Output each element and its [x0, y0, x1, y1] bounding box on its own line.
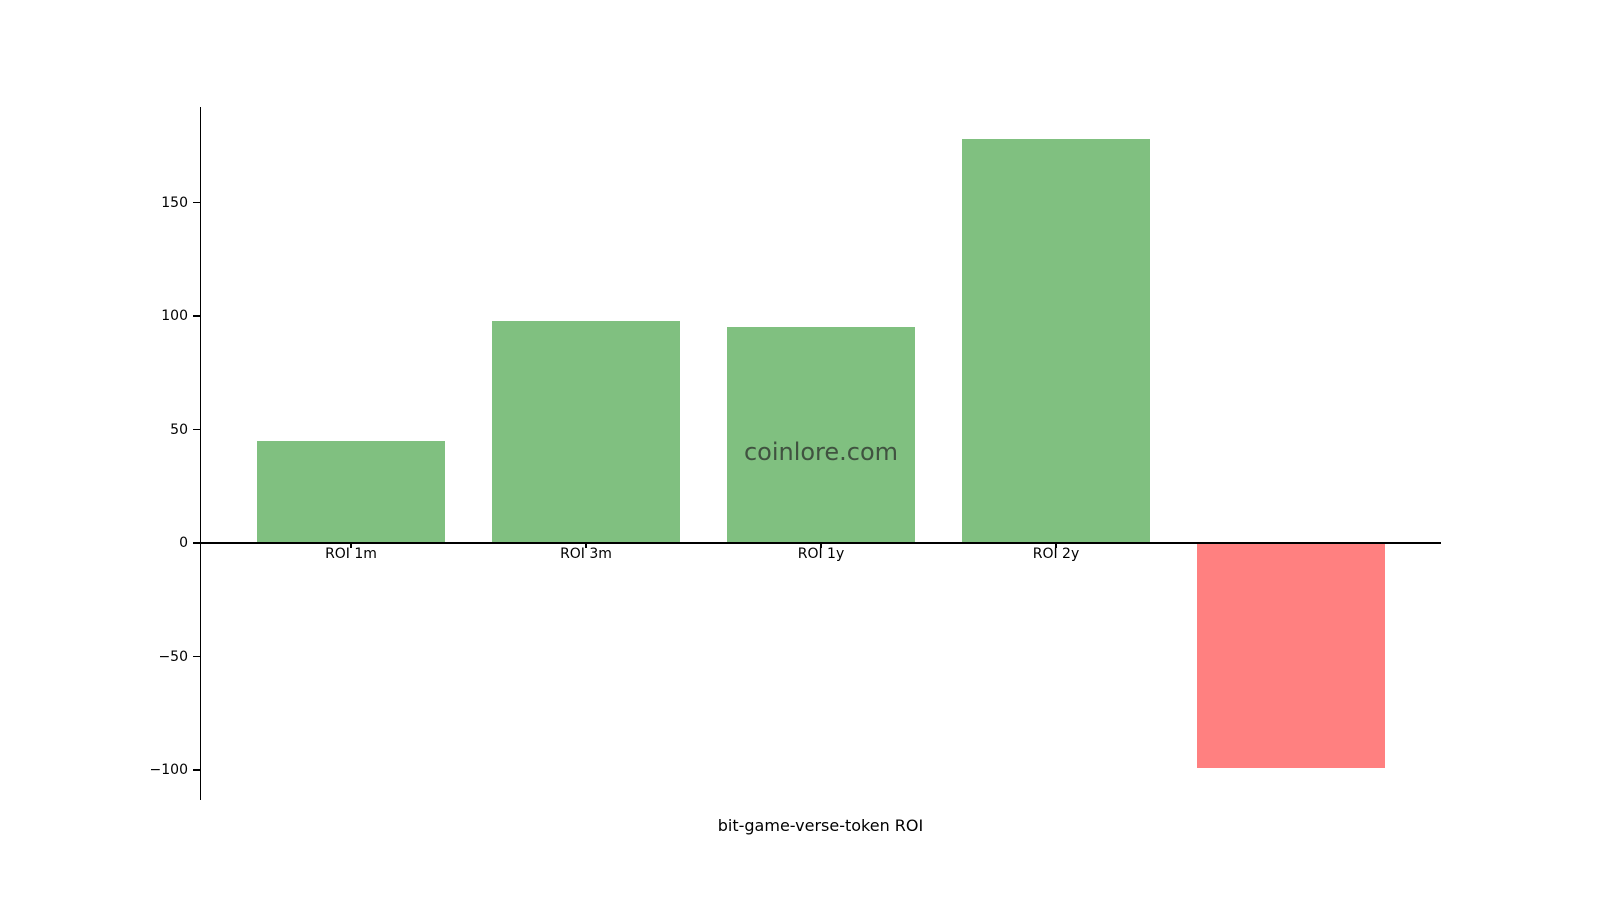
x-tick-label-roi-3m: ROI 3m — [560, 546, 612, 562]
y-tick-label: −100 — [149, 762, 188, 778]
x-tick-label-roi-1y: ROI 1y — [797, 546, 845, 562]
y-tick-mark — [193, 201, 200, 204]
bar-roi-2y — [962, 138, 1150, 543]
y-axis-spine — [200, 107, 202, 800]
y-tick-mark — [193, 428, 200, 431]
y-tick-label: 0 — [179, 535, 188, 551]
x-axis-line — [200, 542, 1441, 544]
x-tick-label-roi-2y: ROI 2y — [1032, 546, 1080, 562]
y-tick-label: 150 — [161, 194, 188, 211]
y-tick-mark — [193, 315, 200, 317]
y-tick-label: 50 — [170, 421, 188, 438]
bar-unlabeled-5 — [1197, 543, 1385, 768]
chart-title: bit-game-verse-token ROI — [717, 816, 924, 835]
y-tick-mark — [193, 542, 200, 544]
y-tick-mark — [193, 655, 200, 658]
bar-roi-1m — [257, 440, 445, 543]
x-tick-mark — [585, 543, 587, 548]
y-tick-mark — [193, 769, 200, 771]
bar-roi-1y — [727, 327, 915, 543]
x-tick-label-roi-1m: ROI 1m — [325, 546, 377, 562]
y-tick-label: 100 — [161, 308, 188, 324]
watermark-text: coinlore.com — [743, 438, 899, 466]
y-tick-label: −50 — [158, 648, 188, 665]
x-tick-mark — [1055, 543, 1057, 548]
x-tick-mark — [350, 543, 352, 548]
x-tick-mark — [820, 543, 822, 548]
bar-roi-3m — [492, 320, 680, 543]
